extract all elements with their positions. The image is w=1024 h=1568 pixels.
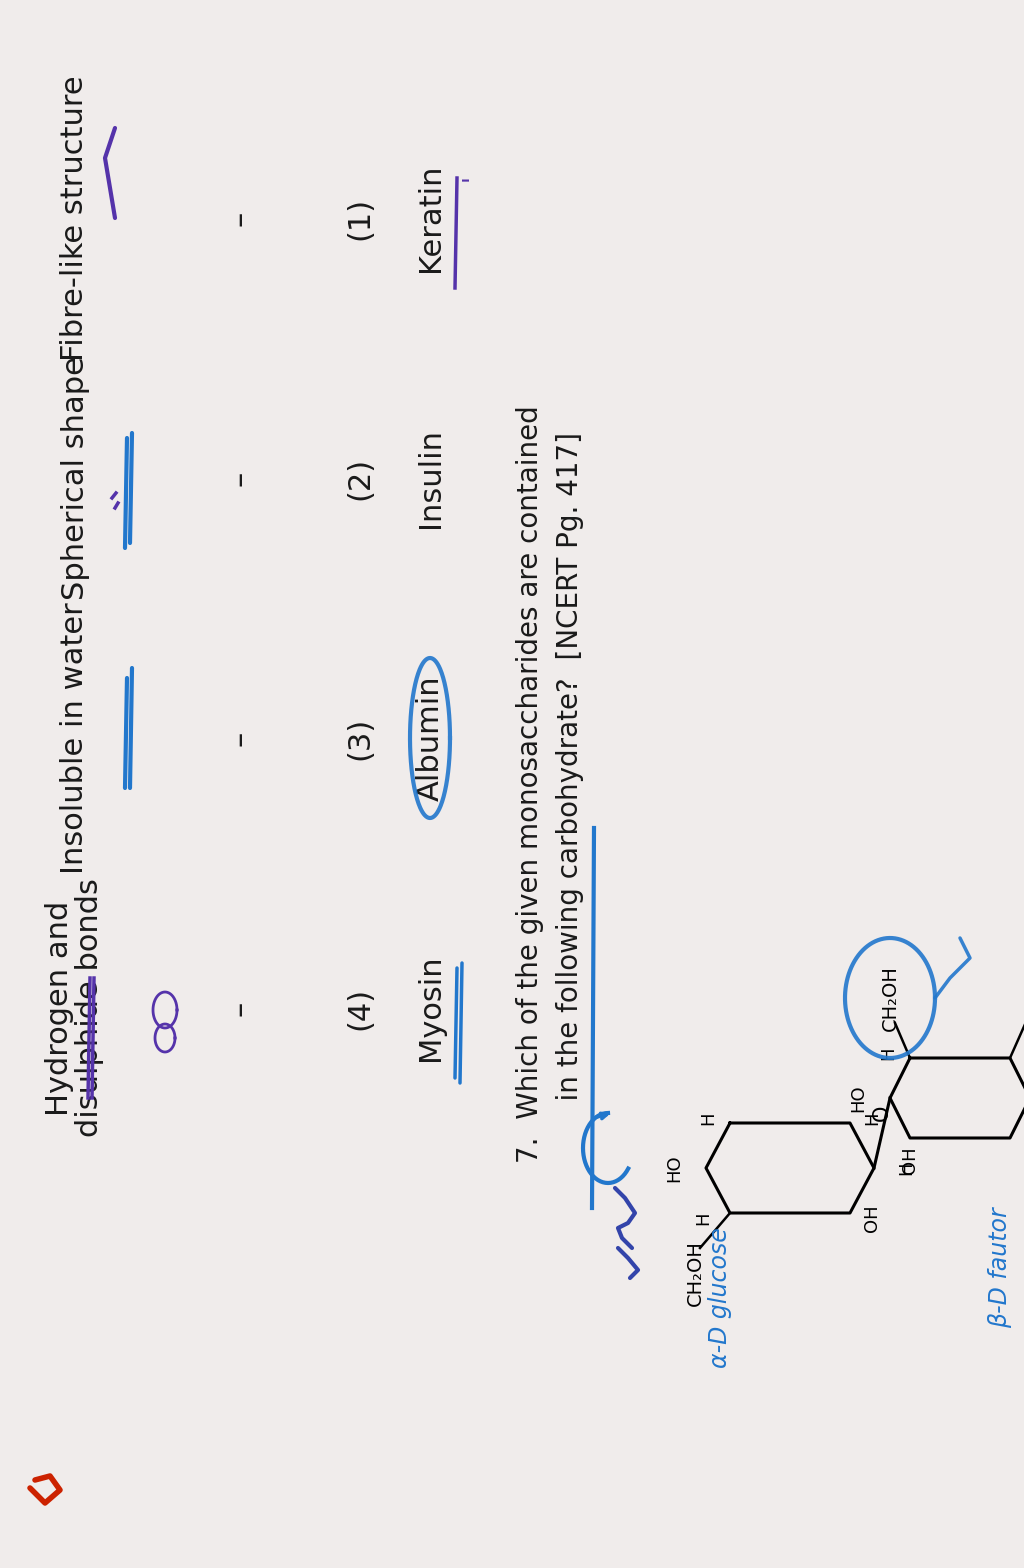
Text: HO: HO	[849, 1083, 867, 1112]
Text: (1): (1)	[345, 196, 375, 240]
Text: CH₂OH: CH₂OH	[881, 964, 899, 1030]
Text: Spherical shape: Spherical shape	[60, 356, 89, 601]
Text: Albumin: Albumin	[416, 676, 444, 801]
Text: H: H	[699, 1112, 717, 1124]
Text: H: H	[694, 1210, 712, 1225]
Text: Myosin: Myosin	[416, 955, 444, 1062]
Text: –: –	[225, 1000, 255, 1016]
Text: H: H	[863, 1112, 881, 1124]
Text: –: –	[225, 731, 255, 746]
Text: (2): (2)	[345, 456, 375, 500]
Text: disulphide bonds: disulphide bonds	[76, 878, 104, 1137]
Text: (3): (3)	[345, 717, 375, 759]
Text: –: –	[225, 210, 255, 226]
Text: Keratin: Keratin	[416, 163, 444, 273]
Text: OH: OH	[863, 1204, 881, 1232]
Text: O: O	[872, 1105, 892, 1121]
Text: Insulin: Insulin	[416, 428, 444, 528]
Text: HO: HO	[665, 1154, 683, 1182]
Text: Insoluble in water: Insoluble in water	[60, 602, 89, 873]
Text: CH₂OH: CH₂OH	[685, 1240, 705, 1306]
Text: β-D fautor: β-D fautor	[988, 1207, 1012, 1328]
Text: α-D glucose: α-D glucose	[708, 1228, 732, 1369]
Text: in the following carbohydrate?  [NCERT Pg. 417]: in the following carbohydrate? [NCERT Pg…	[556, 433, 584, 1135]
Text: ': '	[460, 174, 484, 182]
Text: Hydrogen and: Hydrogen and	[45, 900, 75, 1115]
Text: –: –	[225, 470, 255, 486]
Text: OH: OH	[901, 1146, 919, 1174]
Text: 7.  Which of the given monosaccharides are contained: 7. Which of the given monosaccharides ar…	[516, 405, 544, 1163]
Text: (4): (4)	[345, 986, 375, 1030]
Text: Fibre-like structure: Fibre-like structure	[60, 75, 89, 361]
Text: H: H	[879, 1046, 897, 1060]
Text: H: H	[897, 1162, 915, 1174]
